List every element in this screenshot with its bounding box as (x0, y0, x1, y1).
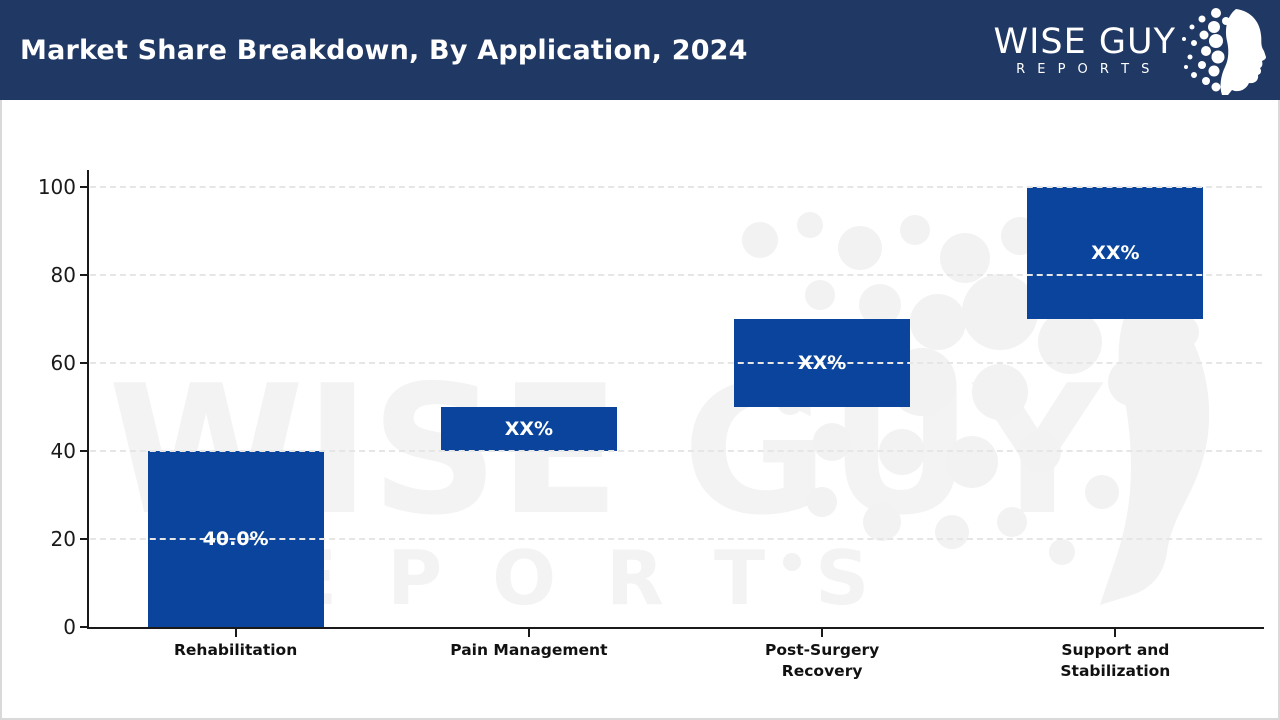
y-tick-mark (80, 362, 89, 364)
x-category-label: Post-Surgery Recovery (682, 640, 962, 682)
logo-face-icon (1182, 8, 1266, 95)
x-tick-mark (527, 629, 530, 637)
x-category-label-line: Stabilization (1060, 662, 1171, 680)
x-category-label-line: Pain Management (450, 641, 608, 659)
x-category-label: Pain Management (389, 640, 669, 661)
y-tick-mark (80, 450, 89, 452)
y-tick-label: 0 (63, 615, 76, 639)
bar-value-label: XX% (1091, 242, 1140, 264)
y-tick-label: 40 (50, 439, 76, 463)
y-tick-label: 60 (50, 351, 76, 375)
logo-wordmark-line1: WISE GUY (993, 21, 1176, 62)
x-tick-mark (1114, 629, 1117, 637)
x-category-label: Support and Stabilization (975, 640, 1255, 682)
x-axis-line (87, 627, 1264, 629)
bar-value-label: XX% (797, 352, 847, 374)
logo-wordmark: WISE GUY R E P O R T S (993, 24, 1176, 77)
x-category-label-line: Recovery (781, 662, 863, 680)
bar-value-label: XX% (504, 418, 554, 440)
x-category-label-line: Rehabilitation (173, 641, 298, 659)
y-tick-label: 80 (50, 263, 76, 287)
bar-pain-management (440, 407, 617, 451)
logo-wordmark-line2: R E P O R T S (1016, 61, 1154, 77)
bar-value-label: 40.0% (202, 528, 269, 550)
gridline-y-60 (90, 362, 1262, 364)
bar-support-and-stabilization (1027, 187, 1204, 319)
x-category-label-line: Support and (1061, 641, 1170, 659)
y-tick-mark (80, 626, 89, 628)
x-category-label-line: Post-Surgery (764, 641, 880, 659)
x-tick-mark (234, 629, 237, 637)
y-tick-label: 20 (50, 527, 76, 551)
x-tick-mark (821, 629, 824, 637)
y-tick-mark (80, 274, 89, 276)
gridline-y-80 (90, 274, 1262, 276)
gridline-y-20 (90, 538, 1262, 540)
x-category-label: Rehabilitation (96, 640, 376, 661)
gridline-y-100 (90, 186, 1262, 188)
wise-guy-logo: WISE GUY R E P O R T S (993, 5, 1280, 95)
header-banner: Market Share Breakdown, By Application, … (0, 0, 1280, 100)
chart-title: Market Share Breakdown, By Application, … (20, 34, 748, 66)
y-tick-mark (80, 186, 89, 188)
y-tick-mark (80, 538, 89, 540)
y-tick-label: 100 (37, 175, 76, 199)
gridline-y-40 (90, 450, 1262, 452)
y-axis-line (87, 170, 89, 629)
